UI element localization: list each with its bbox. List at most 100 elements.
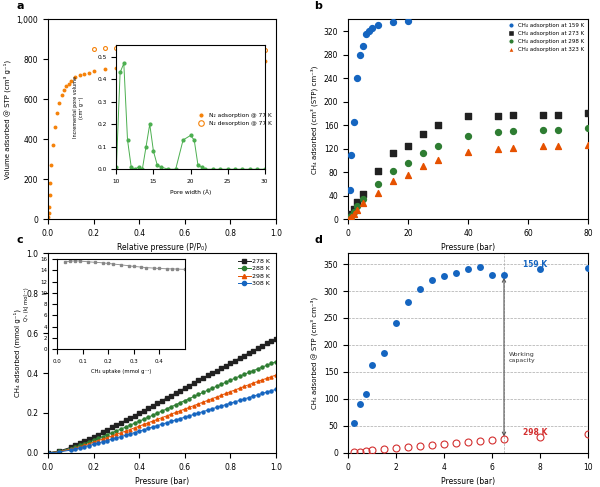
278 K	[90, 434, 97, 440]
N₂ desorption @ 77 K	[90, 47, 97, 53]
N₂ adsorption @ 77 K	[67, 78, 74, 84]
298 K	[272, 372, 280, 378]
Point	[553, 142, 563, 150]
298 K	[90, 439, 97, 445]
Point	[388, 177, 398, 185]
Point	[344, 215, 353, 223]
298 K	[81, 442, 88, 448]
288 K	[140, 416, 148, 422]
308 K	[131, 430, 138, 435]
Point	[508, 111, 518, 118]
Line: N₂ desorption @ 77 K: N₂ desorption @ 77 K	[92, 45, 266, 53]
278 K	[227, 360, 234, 366]
Point	[583, 110, 593, 117]
Point	[583, 124, 593, 132]
N₂ adsorption @ 77 K	[227, 60, 234, 66]
308 K	[44, 450, 52, 456]
N₂ desorption @ 77 K	[170, 44, 177, 50]
Point	[346, 150, 356, 158]
Point	[538, 111, 548, 118]
298 K	[167, 411, 175, 417]
308 K	[122, 432, 129, 438]
Point	[493, 112, 503, 120]
288 K	[85, 439, 92, 445]
N₂ adsorption @ 77 K	[46, 192, 53, 198]
N₂ adsorption @ 77 K	[170, 62, 177, 68]
298 K	[176, 408, 184, 413]
308 K	[190, 412, 197, 417]
288 K	[122, 424, 129, 430]
Point	[344, 215, 354, 223]
298 K	[213, 394, 220, 400]
288 K	[195, 392, 202, 397]
308 K	[176, 415, 184, 421]
N₂ adsorption @ 77 K	[158, 62, 166, 68]
N₂ adsorption @ 77 K	[72, 75, 79, 80]
Point	[364, 27, 374, 35]
X-axis label: Pressure (bar): Pressure (bar)	[441, 477, 495, 486]
308 K	[259, 391, 266, 396]
278 K	[254, 345, 262, 351]
278 K	[218, 365, 225, 371]
308 K	[104, 438, 111, 444]
278 K	[236, 355, 243, 361]
288 K	[245, 370, 252, 375]
308 K	[263, 389, 271, 395]
308 K	[181, 414, 188, 420]
288 K	[163, 406, 170, 412]
N₂ adsorption @ 77 K	[193, 61, 200, 67]
278 K	[72, 442, 79, 448]
298 K	[56, 449, 63, 454]
Point	[418, 150, 428, 157]
Point	[344, 215, 353, 223]
288 K	[118, 426, 125, 432]
278 K	[154, 400, 161, 406]
Line: 278 K: 278 K	[46, 338, 278, 454]
288 K	[272, 359, 280, 365]
288 K	[113, 428, 120, 434]
288 K	[72, 444, 79, 450]
Point	[433, 156, 443, 164]
308 K	[99, 439, 106, 445]
288 K	[250, 368, 257, 374]
308 K	[222, 402, 229, 408]
Point	[349, 207, 359, 215]
N₂ desorption @ 77 K	[113, 45, 120, 51]
308 K	[218, 403, 225, 409]
Text: d: d	[314, 235, 322, 245]
308 K	[209, 406, 216, 412]
Point	[344, 213, 354, 221]
N₂ adsorption @ 77 K	[124, 64, 131, 70]
Point	[538, 142, 548, 150]
308 K	[81, 444, 88, 450]
Point	[553, 126, 563, 134]
N₂ desorption @ 77 K	[158, 44, 166, 50]
278 K	[99, 429, 106, 435]
N₂ desorption @ 77 K	[136, 44, 143, 50]
298 K	[127, 427, 134, 432]
298 K	[85, 441, 92, 447]
Point	[388, 167, 398, 175]
308 K	[154, 423, 161, 429]
Point	[403, 159, 413, 167]
N₂ adsorption @ 77 K	[44, 214, 52, 220]
N₂ desorption @ 77 K	[250, 47, 257, 53]
298 K	[236, 385, 243, 391]
298 K	[250, 380, 257, 386]
278 K	[272, 337, 280, 342]
Y-axis label: CH₄ adsorbed @ STP (cm³ cm⁻³): CH₄ adsorbed @ STP (cm³ cm⁻³)	[311, 297, 318, 409]
298 K	[245, 382, 252, 388]
298 K	[227, 389, 234, 394]
278 K	[104, 427, 111, 432]
298 K	[122, 428, 129, 434]
278 K	[145, 405, 152, 411]
308 K	[127, 431, 134, 437]
N₂ desorption @ 77 K	[215, 46, 223, 52]
Point	[433, 142, 443, 150]
278 K	[263, 340, 271, 346]
278 K	[199, 375, 206, 381]
308 K	[172, 417, 179, 423]
Point	[344, 215, 353, 223]
298 K	[232, 387, 239, 393]
298 K	[268, 374, 275, 379]
